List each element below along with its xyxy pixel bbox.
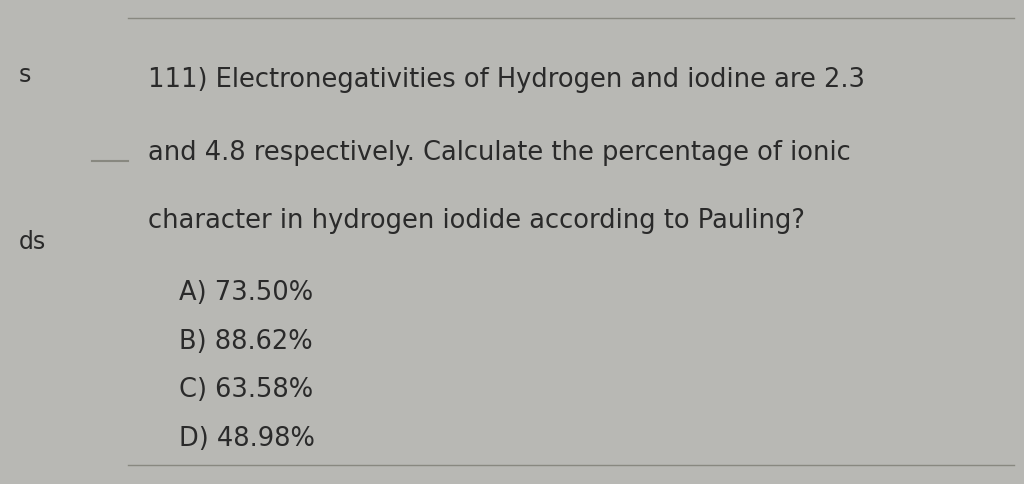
- Text: B) 88.62%: B) 88.62%: [179, 328, 312, 354]
- Text: 111) Electronegativities of Hydrogen and iodine are 2.3: 111) Electronegativities of Hydrogen and…: [148, 67, 865, 93]
- Text: C) 63.58%: C) 63.58%: [179, 377, 313, 403]
- Text: A) 73.50%: A) 73.50%: [179, 280, 313, 306]
- Text: D) 48.98%: D) 48.98%: [179, 425, 315, 451]
- Text: s: s: [18, 63, 31, 87]
- Text: ds: ds: [18, 230, 46, 254]
- Text: character in hydrogen iodide according to Pauling?: character in hydrogen iodide according t…: [148, 207, 805, 233]
- Text: and 4.8 respectively. Calculate the percentage of ionic: and 4.8 respectively. Calculate the perc…: [148, 139, 851, 166]
